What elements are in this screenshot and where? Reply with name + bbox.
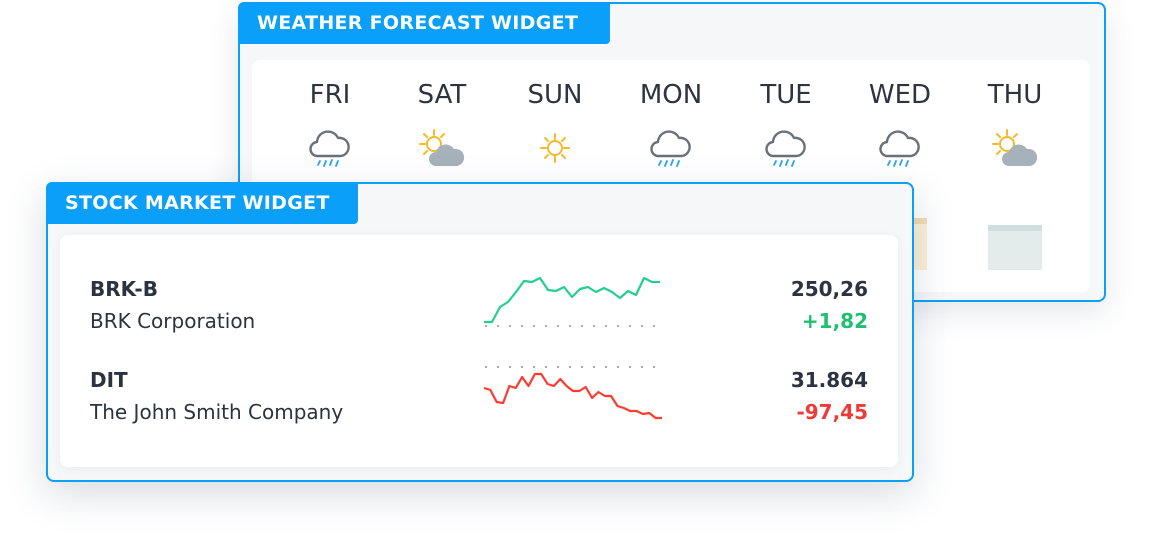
- day-mon: MON: [616, 80, 726, 170]
- baseline-dot: [653, 325, 655, 327]
- rain-icon: [646, 126, 696, 170]
- stock-card: BRK-B BRK Corporation 250,26 +1,82 DIT T…: [60, 235, 898, 467]
- baseline-dot: [521, 325, 523, 327]
- baseline-dot: [521, 366, 523, 368]
- baseline-dot: [581, 325, 583, 327]
- stock-change: -97,45: [796, 400, 868, 424]
- day-sat: SAT: [387, 80, 497, 170]
- baseline-dot: [629, 325, 631, 327]
- forecast-bar: [988, 225, 1042, 270]
- baseline-dot: [629, 366, 631, 368]
- stock-row-brk-b[interactable]: BRK-B BRK Corporation 250,26 +1,82: [60, 277, 898, 341]
- baseline-dot: [509, 325, 511, 327]
- sparkline-dit: [483, 372, 662, 420]
- baseline-dot: [545, 325, 547, 327]
- baseline-dot: [557, 366, 559, 368]
- baseline-dot: [545, 366, 547, 368]
- stock-change: +1,82: [801, 309, 868, 333]
- day-label: SUN: [527, 80, 583, 110]
- baseline-dot: [617, 325, 619, 327]
- stock-row-dit[interactable]: DIT The John Smith Company 31.864 -97,45: [60, 368, 898, 432]
- baseline-dot: [569, 366, 571, 368]
- baseline-dot: [533, 366, 535, 368]
- baseline-dot: [605, 325, 607, 327]
- stock-symbol: BRK-B: [90, 277, 158, 301]
- day-label: SAT: [417, 80, 467, 110]
- baseline-dot: [497, 325, 499, 327]
- baseline-dot: [533, 325, 535, 327]
- day-label: WED: [868, 80, 932, 110]
- baseline-dot: [497, 366, 499, 368]
- rain-icon: [761, 126, 811, 170]
- weather-widget-title: WEATHER FORECAST WIDGET: [238, 2, 610, 44]
- sparkline-brk-b: [484, 276, 660, 324]
- day-tue: TUE: [731, 80, 841, 170]
- stock-price: 250,26: [790, 277, 868, 301]
- baseline-dot: [485, 366, 487, 368]
- baseline-dot: [653, 366, 655, 368]
- day-fri: FRI: [275, 80, 385, 170]
- baseline-dot: [641, 325, 643, 327]
- baseline-dot: [593, 325, 595, 327]
- stock-price: 31.864: [790, 368, 868, 392]
- baseline-dot: [617, 366, 619, 368]
- rain-icon: [875, 126, 925, 170]
- day-label: FRI: [309, 80, 351, 110]
- sparkline-charts: [483, 276, 662, 420]
- stock-symbol: DIT: [90, 368, 128, 392]
- day-sun: SUN: [500, 80, 610, 170]
- baseline-dot: [605, 366, 607, 368]
- baseline-dot: [593, 366, 595, 368]
- baseline-dot: [509, 366, 511, 368]
- baseline-dot: [569, 325, 571, 327]
- day-wed: WED: [845, 80, 955, 170]
- baseline-dot: [581, 366, 583, 368]
- stock-company-name: The John Smith Company: [90, 400, 344, 424]
- partly-cloudy-icon: [987, 126, 1043, 170]
- baseline-dot: [485, 325, 487, 327]
- baseline-dot: [641, 366, 643, 368]
- stock-widget-title: STOCK MARKET WIDGET: [46, 182, 358, 224]
- day-label: TUE: [760, 80, 812, 110]
- stock-company-name: BRK Corporation: [90, 309, 256, 333]
- day-label: MON: [639, 80, 703, 110]
- day-label: THU: [987, 80, 1043, 110]
- rain-icon: [305, 126, 355, 170]
- partly-cloudy-icon: [414, 126, 470, 170]
- day-thu: THU: [960, 80, 1070, 170]
- stock-market-widget: STOCK MARKET WIDGET BRK-B BRK Corporatio…: [46, 182, 914, 482]
- sun-icon: [530, 126, 580, 170]
- baseline-dot: [557, 325, 559, 327]
